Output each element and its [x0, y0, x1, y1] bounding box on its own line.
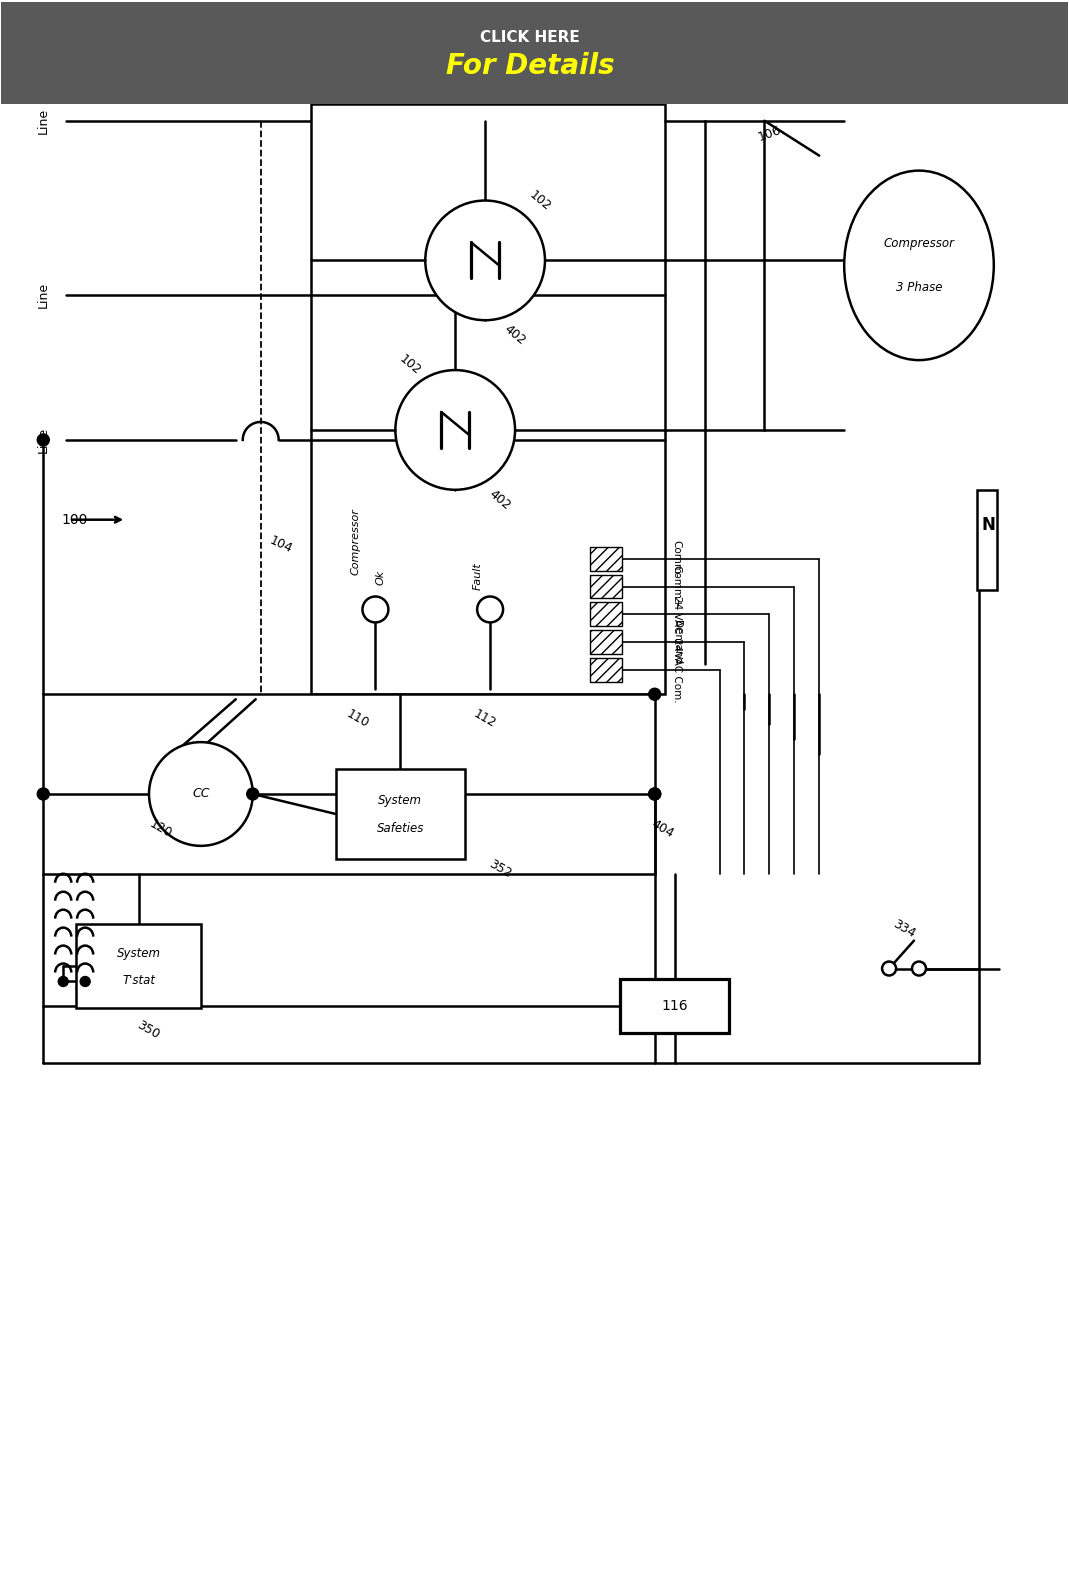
Text: Comm+: Comm+: [671, 565, 682, 608]
Circle shape: [649, 789, 661, 800]
Circle shape: [649, 789, 661, 800]
Circle shape: [649, 688, 661, 700]
Text: 352: 352: [486, 858, 513, 880]
Circle shape: [362, 597, 388, 622]
Text: 3 Phase: 3 Phase: [896, 280, 942, 294]
Circle shape: [37, 434, 49, 445]
Circle shape: [247, 789, 259, 800]
Bar: [311, 104, 665, 694]
Circle shape: [425, 200, 545, 320]
Text: CC: CC: [192, 787, 210, 801]
Text: T'stat: T'stat: [122, 974, 155, 987]
Bar: [590, 546, 622, 570]
Ellipse shape: [845, 170, 994, 360]
Text: Demand: Demand: [671, 620, 682, 664]
Text: 24VAC Com.: 24VAC Com.: [671, 637, 682, 702]
Text: 404: 404: [649, 817, 677, 841]
Text: 24 VAC: 24 VAC: [671, 597, 682, 633]
Circle shape: [396, 370, 515, 490]
Text: For Details: For Details: [446, 52, 615, 80]
Circle shape: [37, 789, 49, 800]
Circle shape: [58, 976, 68, 987]
Circle shape: [477, 597, 503, 622]
Text: Comm-: Comm-: [671, 540, 682, 578]
Text: Compressor: Compressor: [351, 508, 360, 575]
Text: 402: 402: [541, 77, 569, 101]
Text: 120: 120: [148, 817, 174, 841]
Bar: [1, 2, 1068, 104]
Bar: [977, 490, 996, 590]
Text: 334: 334: [890, 918, 917, 940]
Bar: [336, 770, 465, 859]
Text: Safeties: Safeties: [376, 822, 424, 836]
Text: Line: Line: [36, 107, 50, 134]
Text: Ok: Ok: [375, 570, 386, 584]
Text: 402: 402: [501, 323, 528, 348]
Text: 112: 112: [471, 708, 498, 730]
Bar: [590, 631, 622, 655]
Text: 100: 100: [61, 513, 88, 527]
Text: N: N: [982, 516, 995, 534]
Circle shape: [882, 962, 896, 976]
Text: Line: Line: [36, 427, 50, 453]
Text: 350: 350: [135, 1018, 162, 1042]
Bar: [590, 603, 622, 626]
Circle shape: [80, 976, 90, 987]
Text: System: System: [117, 946, 160, 960]
Bar: [590, 575, 622, 598]
Bar: [620, 979, 729, 1034]
Circle shape: [149, 741, 252, 845]
Text: Fault: Fault: [474, 562, 483, 590]
Text: Compressor: Compressor: [883, 238, 955, 250]
Text: 116: 116: [662, 999, 688, 1014]
Text: 402: 402: [486, 486, 513, 513]
Text: 104: 104: [267, 534, 294, 556]
Text: Line: Line: [36, 282, 50, 309]
Bar: [590, 658, 622, 682]
Text: 102: 102: [527, 187, 554, 212]
Text: System: System: [378, 795, 422, 807]
Bar: [76, 924, 201, 1009]
Text: CLICK HERE: CLICK HERE: [480, 30, 579, 46]
Text: 110: 110: [344, 708, 371, 730]
Text: 106: 106: [756, 123, 783, 143]
Text: 102: 102: [397, 353, 423, 378]
Circle shape: [912, 962, 926, 976]
Bar: [43, 694, 654, 874]
